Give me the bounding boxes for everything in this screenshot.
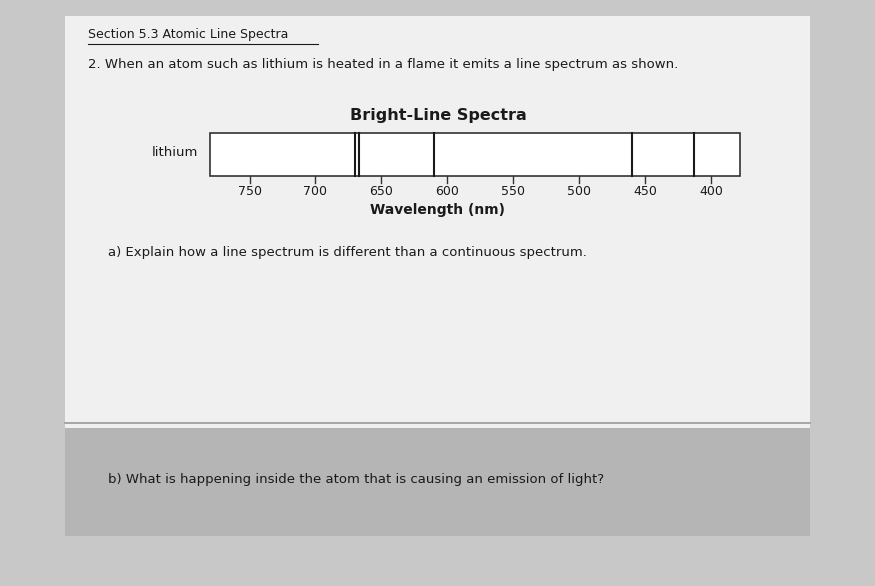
Bar: [65, 16, 810, 428]
Text: 500: 500: [567, 185, 592, 198]
Text: Bright-Line Spectra: Bright-Line Spectra: [350, 108, 527, 123]
Text: 2. When an atom such as lithium is heated in a flame it emits a line spectrum as: 2. When an atom such as lithium is heate…: [88, 58, 678, 71]
Text: 600: 600: [436, 185, 459, 198]
Text: Section 5.3 Atomic Line Spectra: Section 5.3 Atomic Line Spectra: [88, 28, 289, 41]
Text: a) Explain how a line spectrum is different than a continuous spectrum.: a) Explain how a line spectrum is differ…: [108, 246, 587, 259]
Text: 750: 750: [237, 185, 262, 198]
Bar: [210, 133, 740, 176]
Bar: [65, 428, 810, 536]
Text: 450: 450: [634, 185, 657, 198]
Text: 400: 400: [699, 185, 723, 198]
Text: lithium: lithium: [151, 146, 198, 159]
Text: b) What is happening inside the atom that is causing an emission of light?: b) What is happening inside the atom tha…: [108, 473, 604, 486]
Text: 650: 650: [369, 185, 394, 198]
Text: 550: 550: [501, 185, 525, 198]
Text: Wavelength (nm): Wavelength (nm): [370, 203, 506, 217]
Text: 700: 700: [304, 185, 327, 198]
